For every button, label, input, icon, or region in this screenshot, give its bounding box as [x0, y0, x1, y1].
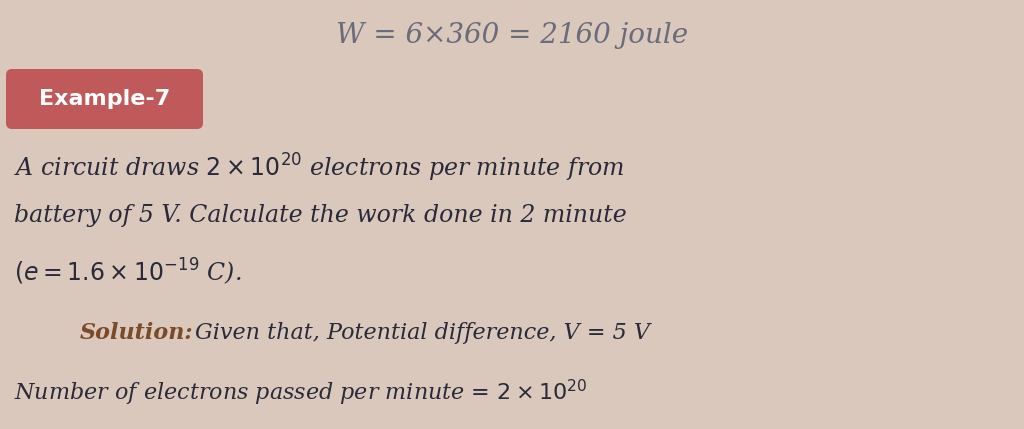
- Text: $(e = 1.6\times10^{-19}$ C).: $(e = 1.6\times10^{-19}$ C).: [14, 256, 242, 287]
- Text: battery of 5 V. Calculate the work done in 2 minute: battery of 5 V. Calculate the work done …: [14, 204, 627, 227]
- Text: Number of electrons passed per minute = $2\times10^{20}$: Number of electrons passed per minute = …: [14, 378, 587, 408]
- Text: Solution:: Solution:: [80, 322, 194, 344]
- Text: A circuit draws $2\times10^{20}$ electrons per minute from: A circuit draws $2\times10^{20}$ electro…: [14, 152, 625, 184]
- Text: Given that, Potential difference, V = 5 V: Given that, Potential difference, V = 5 …: [195, 322, 650, 344]
- FancyBboxPatch shape: [6, 69, 203, 129]
- Text: W = 6×360 = 2160 joule: W = 6×360 = 2160 joule: [336, 22, 688, 49]
- Text: Example-7: Example-7: [39, 89, 170, 109]
